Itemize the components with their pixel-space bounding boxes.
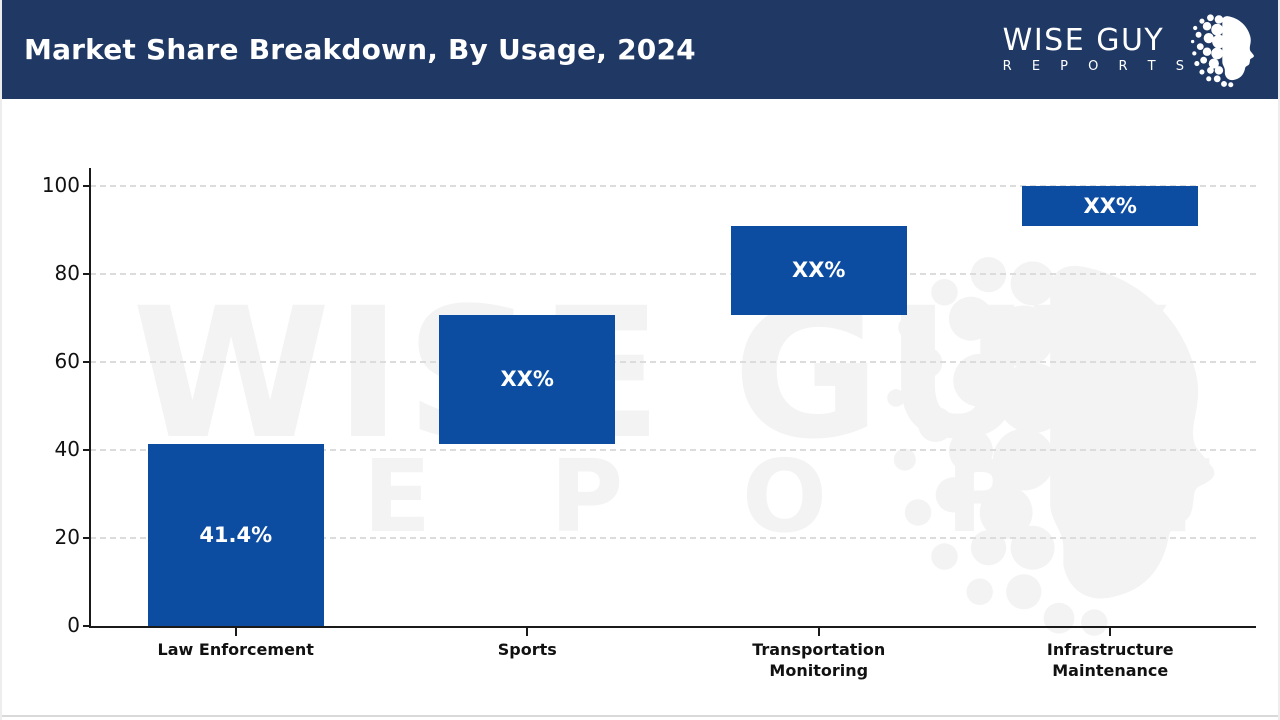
gridline-y-20 <box>90 537 1256 539</box>
x-axis-tick <box>817 628 820 636</box>
y-axis-tick <box>83 273 90 275</box>
y-axis-tick-label: 60 <box>54 349 80 373</box>
bar-0: 41.4% <box>147 443 324 626</box>
bar-2: XX% <box>730 226 907 315</box>
logo-wordmark-line1: WISE GUY <box>1002 22 1165 58</box>
bottom-divider <box>2 715 1278 717</box>
x-axis-tick <box>234 628 237 636</box>
y-axis-tick-label: 20 <box>54 525 80 549</box>
y-axis-tick-label: 0 <box>67 613 80 637</box>
x-axis-line <box>89 626 1256 628</box>
x-axis-tick <box>1109 628 1112 636</box>
wise-guy-logo: WISE GUY R E P O R T S <box>1003 11 1260 89</box>
page-title: Market Share Breakdown, By Usage, 2024 <box>24 33 696 66</box>
gridline-y-40 <box>90 449 1256 451</box>
y-axis-tick <box>83 449 90 451</box>
bar-value-label: XX% <box>792 258 846 283</box>
x-axis-category-label: Sports <box>497 640 557 659</box>
y-axis-tick <box>83 537 90 539</box>
gridline-y-60 <box>90 361 1256 363</box>
x-axis-category-label: Law Enforcement <box>157 640 314 659</box>
y-axis-tick <box>83 625 90 627</box>
logo-head-icon <box>1190 13 1254 87</box>
gridline-y-100 <box>90 185 1256 187</box>
gridline-y-80 <box>90 273 1256 275</box>
x-axis-category-label: Infrastructure Maintenance <box>1046 640 1174 680</box>
y-axis-line <box>89 168 91 628</box>
y-axis-tick <box>83 185 90 187</box>
bar-3: XX% <box>1022 186 1199 227</box>
y-axis-tick-label: 40 <box>54 437 80 461</box>
logo-wordmark: WISE GUY R E P O R T S <box>1003 25 1192 75</box>
x-axis-tick <box>526 628 529 636</box>
bar-value-label: XX% <box>1083 194 1137 219</box>
y-axis-tick <box>83 361 90 363</box>
bar-1: XX% <box>439 314 616 444</box>
bar-value-label: XX% <box>500 367 554 392</box>
y-axis-tick-label: 100 <box>41 173 80 197</box>
x-axis-category-label: Transportation Monitoring <box>752 640 886 680</box>
header: Market Share Breakdown, By Usage, 2024 W… <box>2 0 1278 99</box>
bar-value-label: 41.4% <box>199 522 273 547</box>
y-axis-tick-label: 80 <box>54 261 80 285</box>
logo-wordmark-line2: R E P O R T S <box>1002 59 1192 75</box>
